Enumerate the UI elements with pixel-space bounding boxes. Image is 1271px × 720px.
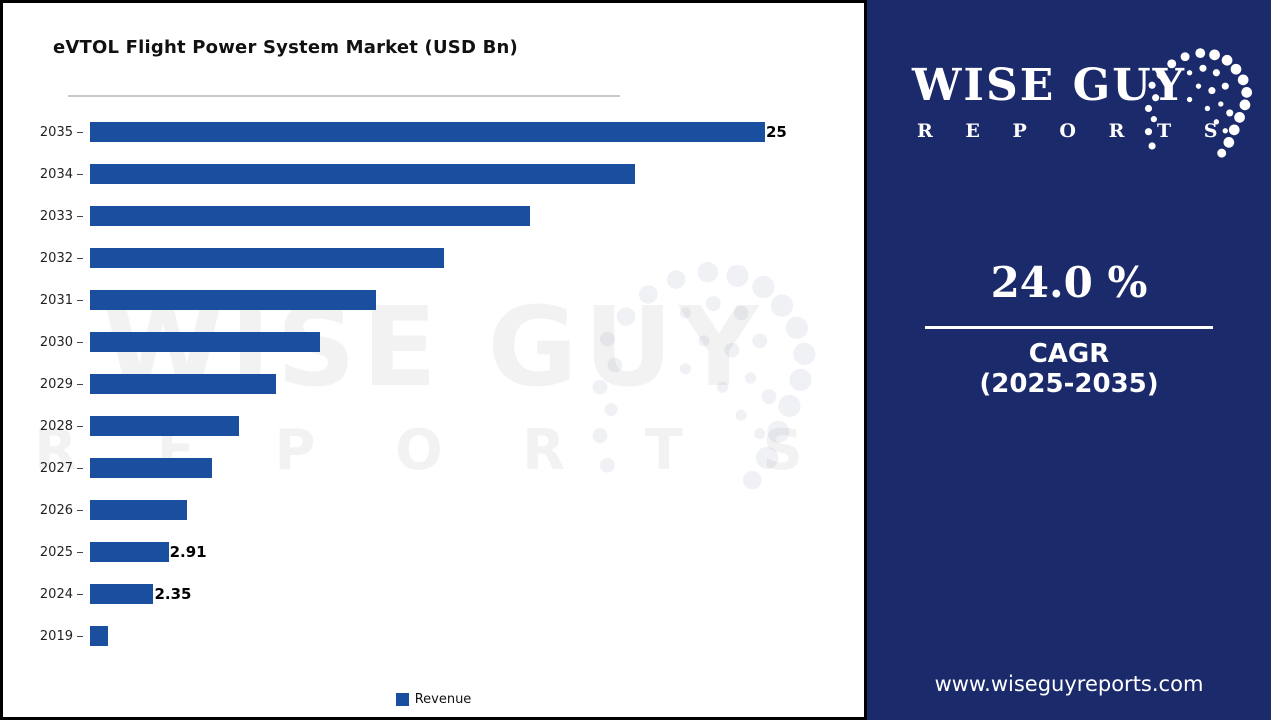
- tick-mark: [77, 425, 83, 427]
- bar-2019: [90, 626, 108, 646]
- tick-mark: [77, 551, 83, 553]
- bar-row: 2033: [15, 195, 855, 237]
- y-axis-tick-label: 2032: [39, 250, 73, 266]
- bar-2032: [90, 248, 444, 268]
- wiseguy-logo: WISE GUY R E P O R T S: [867, 42, 1271, 172]
- cagr-label-line1: CAGR: [1028, 339, 1110, 369]
- bar-row: 2035 25: [15, 111, 855, 153]
- y-axis-tick-label: 2024: [39, 586, 73, 602]
- bar-2031: [90, 290, 377, 310]
- tick-mark: [77, 593, 83, 595]
- bar-row: 2027: [15, 447, 855, 489]
- bar-row: 2024 2.35: [15, 573, 855, 615]
- bar-2026: [90, 500, 188, 520]
- cagr-label: CAGR (2025-2035): [867, 339, 1271, 400]
- y-axis-tick-label: 2034: [39, 166, 73, 182]
- bar-2025: [90, 542, 169, 562]
- y-axis-tick-label: 2033: [39, 208, 73, 224]
- dotted-head-icon: [1144, 48, 1253, 158]
- bar-2028: [90, 416, 239, 436]
- website-url: www.wiseguyreports.com: [934, 672, 1204, 696]
- bar-2030: [90, 332, 320, 352]
- y-axis-tick-label: 2030: [39, 334, 73, 350]
- y-axis-tick-label: 2029: [39, 376, 73, 392]
- bar-row: 2031: [15, 279, 855, 321]
- bar-row: 2032: [15, 237, 855, 279]
- y-axis-tick-label: 2035: [39, 124, 73, 140]
- bar-2035: [90, 122, 765, 142]
- bar-row: 2026: [15, 489, 855, 531]
- cagr-label-line2: (2025-2035): [979, 368, 1159, 399]
- chart-title: eVTOL Flight Power System Market (USD Bn…: [53, 37, 518, 58]
- legend-swatch-revenue: [395, 693, 409, 706]
- cagr-divider: [925, 326, 1213, 329]
- y-axis-tick-label: 2031: [39, 292, 73, 308]
- bar-2029: [90, 374, 277, 394]
- y-axis-tick-label: 2019: [39, 628, 73, 644]
- bar-2034: [90, 164, 636, 184]
- brand-panel: WISE GUY R E P O R T S 24.0 %: [867, 0, 1271, 720]
- legend: Revenue: [3, 692, 864, 707]
- tick-mark: [77, 509, 83, 511]
- bar-row: 2025 2.91: [15, 531, 855, 573]
- tick-mark: [77, 131, 83, 133]
- bar-row: 2030: [15, 321, 855, 363]
- tick-mark: [77, 299, 83, 301]
- tick-mark: [77, 215, 83, 217]
- tick-mark: [77, 467, 83, 469]
- y-axis-tick-label: 2025: [39, 544, 73, 560]
- bar-value-label: 2.35: [154, 585, 192, 603]
- bar-row: 2028: [15, 405, 855, 447]
- logo-wordmark: WISE GUY: [912, 60, 1186, 111]
- bar-row: 2034: [15, 153, 855, 195]
- legend-label: Revenue: [414, 692, 472, 707]
- tick-mark: [77, 383, 83, 385]
- chart-panel: eVTOL Flight Power System Market (USD Bn…: [0, 0, 867, 720]
- y-axis-tick-label: 2027: [39, 460, 73, 476]
- bar-chart: 2035 25 2034 2033 2032 2031 2030 2029 2028 2027 20…: [15, 111, 855, 657]
- tick-mark: [77, 635, 83, 637]
- cagr-value: 24.0 %: [990, 258, 1148, 307]
- tick-mark: [77, 257, 83, 259]
- bar-2033: [90, 206, 531, 226]
- bar-row: 2029: [15, 363, 855, 405]
- title-divider: [68, 95, 620, 97]
- tick-mark: [77, 173, 83, 175]
- bar-2024: [90, 584, 154, 604]
- dotted-head-watermark-icon: [592, 261, 816, 490]
- logo-subtitle: R E P O R T S: [917, 120, 1231, 142]
- tick-mark: [77, 341, 83, 343]
- y-axis-tick-label: 2028: [39, 418, 73, 434]
- bar-2027: [90, 458, 212, 478]
- bar-value-label: 25: [766, 123, 787, 141]
- bar-row: 2019: [15, 615, 855, 657]
- y-axis-tick-label: 2026: [39, 502, 73, 518]
- bar-value-label: 2.91: [169, 543, 207, 561]
